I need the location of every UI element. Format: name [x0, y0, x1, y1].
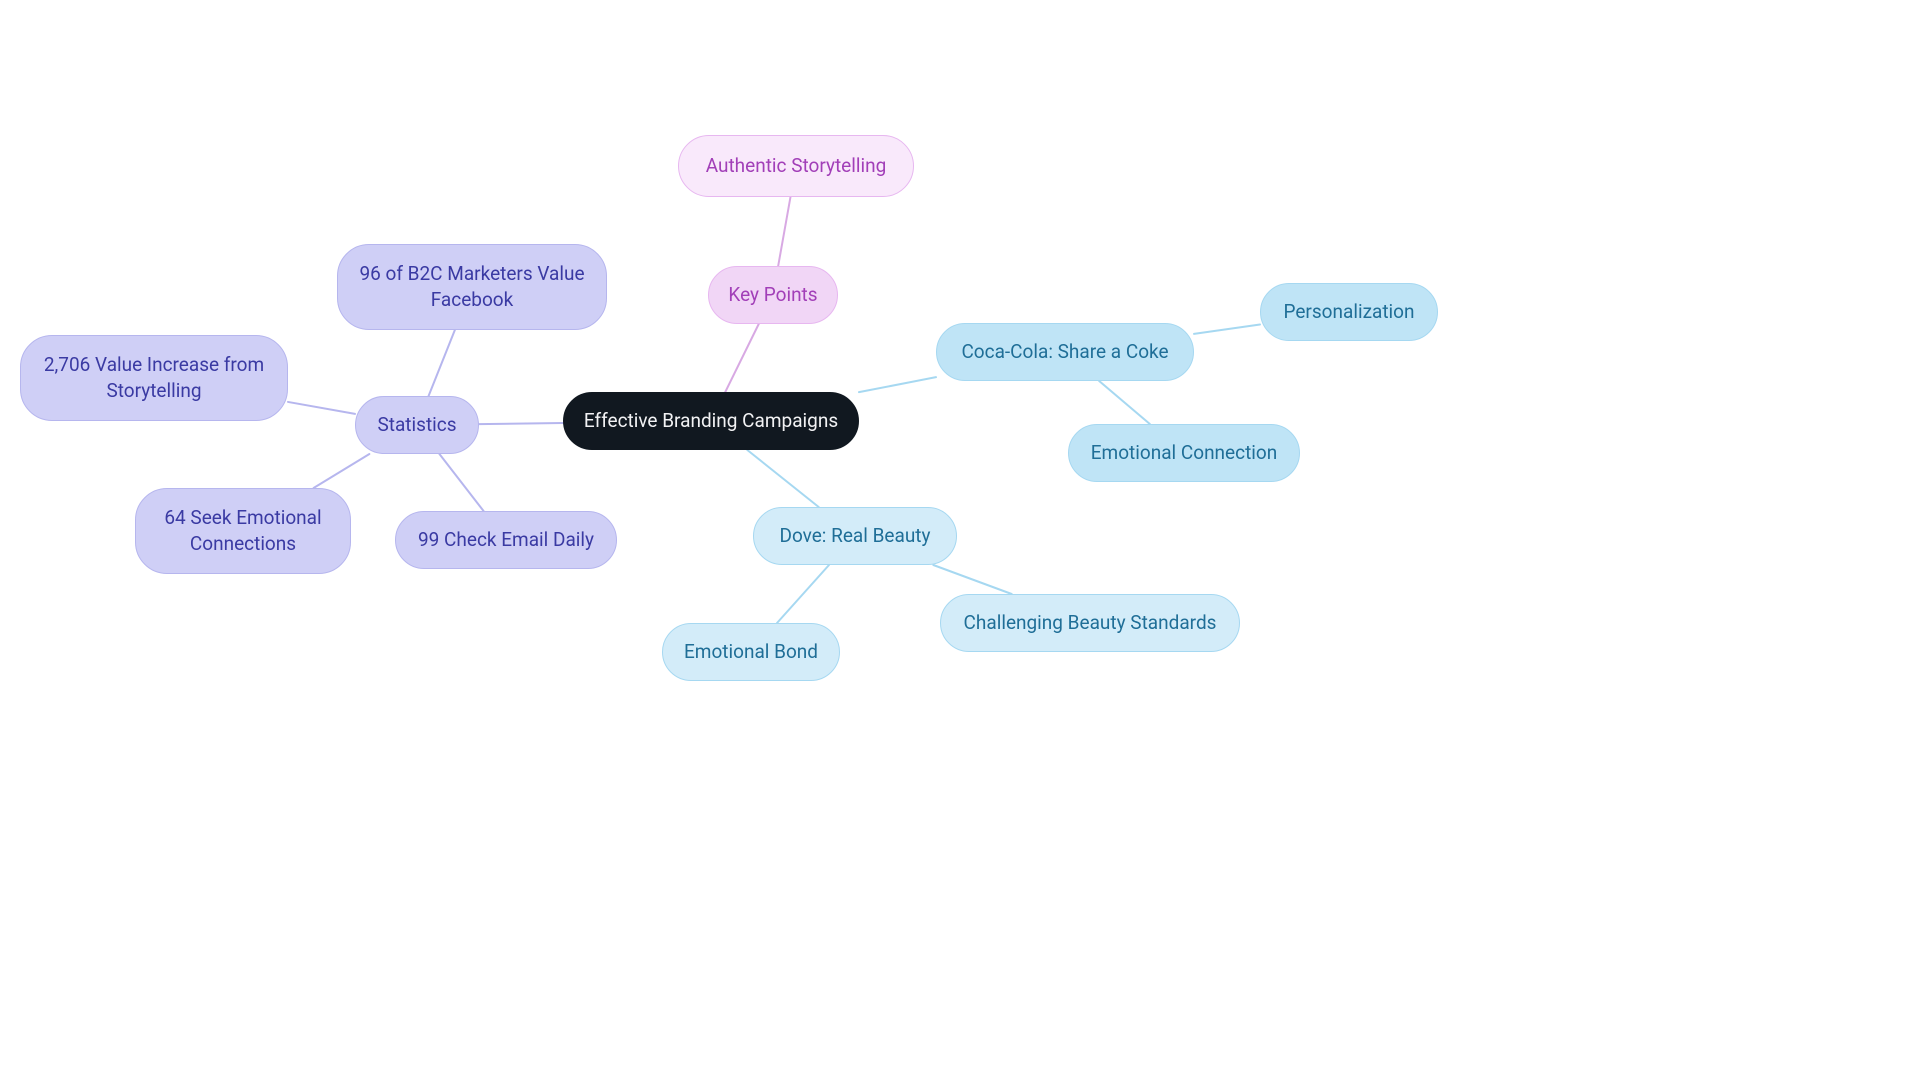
node-label: Emotional Bond — [684, 639, 818, 665]
edge-keypoints-authentic — [778, 197, 790, 266]
node-statistics: Statistics — [355, 396, 479, 454]
node-label: 96 of B2C Marketers Value Facebook — [359, 261, 584, 312]
node-emo_bond: Emotional Bond — [662, 623, 840, 681]
node-b2c: 96 of B2C Marketers Value Facebook — [337, 244, 607, 330]
node-label: Authentic Storytelling — [706, 153, 887, 179]
node-keypoints: Key Points — [708, 266, 838, 324]
node-seek_emotional: 64 Seek Emotional Connections — [135, 488, 351, 574]
node-label: 99 Check Email Daily — [418, 527, 594, 553]
node-storytelling_increase: 2,706 Value Increase from Storytelling — [20, 335, 288, 421]
node-label: Challenging Beauty Standards — [964, 610, 1217, 636]
node-label: 64 Seek Emotional Connections — [164, 505, 321, 556]
node-label: Effective Branding Campaigns — [584, 408, 838, 434]
node-label: Key Points — [728, 282, 817, 308]
node-label: Coca-Cola: Share a Coke — [961, 339, 1168, 365]
edge-statistics-seek_emotional — [314, 454, 370, 488]
edge-root-statistics — [479, 423, 563, 424]
edge-statistics-storytelling_increase — [288, 402, 355, 414]
edge-root-coca — [859, 377, 936, 392]
node-label: Statistics — [377, 412, 456, 438]
edge-dove-emo_bond — [777, 565, 829, 623]
edge-coca-personalization — [1194, 325, 1260, 334]
node-coca: Coca-Cola: Share a Coke — [936, 323, 1194, 381]
node-root: Effective Branding Campaigns — [563, 392, 859, 450]
node-dove: Dove: Real Beauty — [753, 507, 957, 565]
node-label: Dove: Real Beauty — [779, 523, 930, 549]
edge-root-keypoints — [725, 324, 758, 392]
edge-statistics-email_daily — [439, 454, 483, 511]
node-emo_connection: Emotional Connection — [1068, 424, 1300, 482]
diagram-canvas: Effective Branding Campaigns Key Points Au… — [0, 0, 1920, 1083]
edge-root-dove — [747, 450, 818, 507]
node-email_daily: 99 Check Email Daily — [395, 511, 617, 569]
node-label: Emotional Connection — [1091, 440, 1278, 466]
edge-dove-challenging — [933, 565, 1011, 594]
node-label: Personalization — [1283, 299, 1414, 325]
edge-coca-emo_connection — [1099, 381, 1150, 424]
node-authentic: Authentic Storytelling — [678, 135, 914, 197]
node-challenging: Challenging Beauty Standards — [940, 594, 1240, 652]
node-label: 2,706 Value Increase from Storytelling — [44, 352, 264, 403]
node-personalization: Personalization — [1260, 283, 1438, 341]
edge-statistics-b2c — [429, 330, 455, 396]
